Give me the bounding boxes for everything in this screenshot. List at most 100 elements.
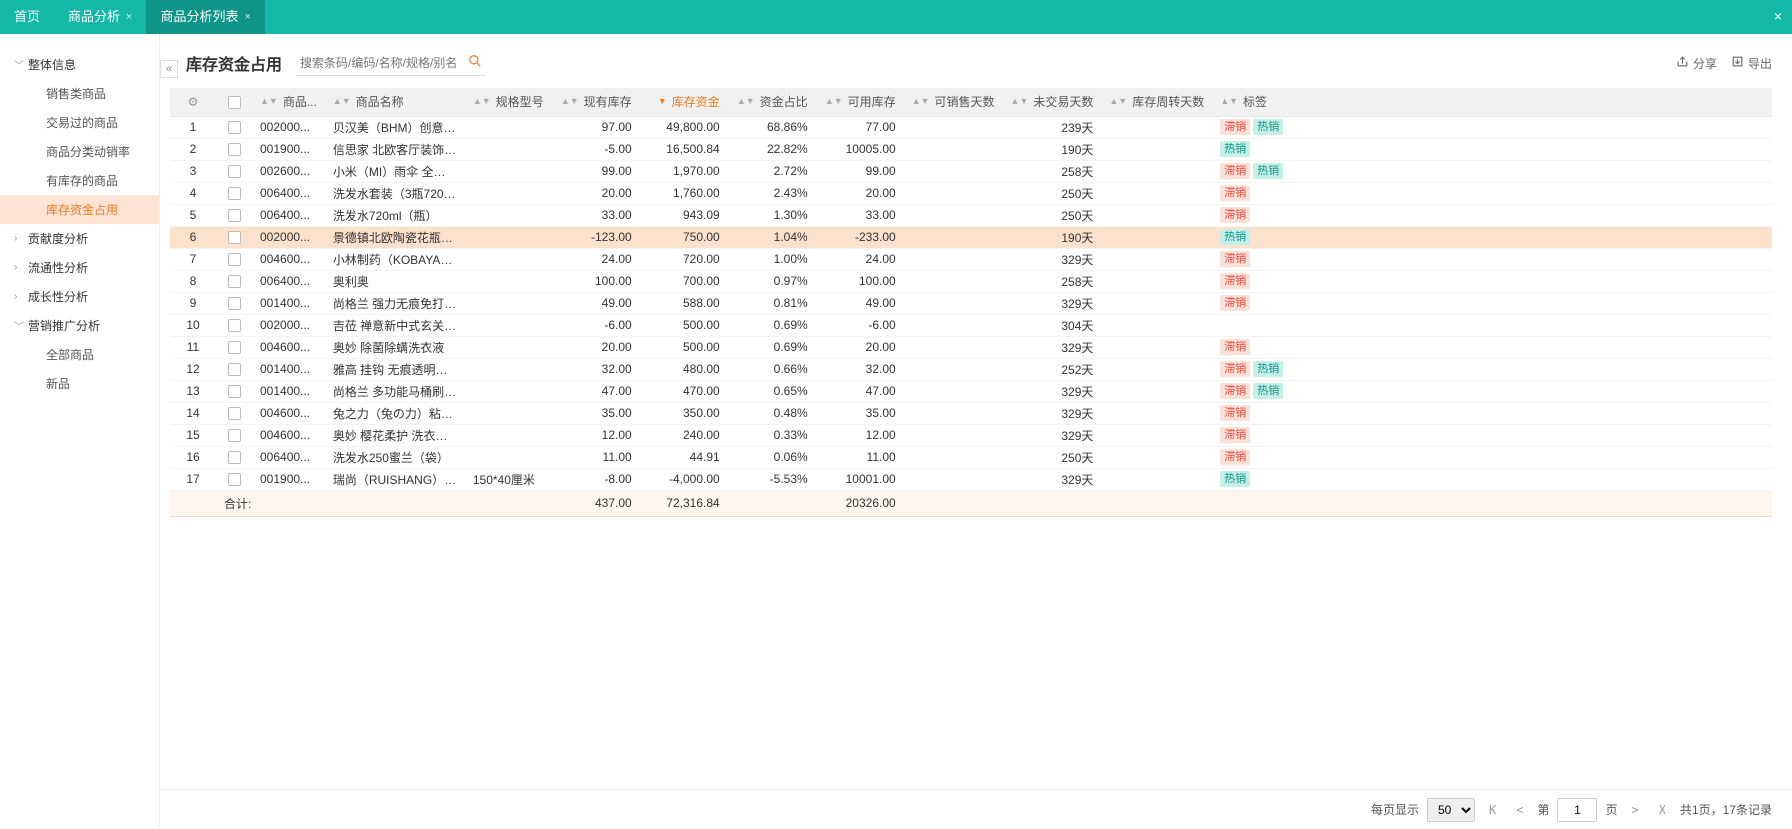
table-row[interactable]: 12001400...雅高 挂钩 无痕透明粘钩 强32.00480.000.66… <box>170 358 1772 380</box>
row-checkbox[interactable] <box>228 143 241 156</box>
table-row[interactable]: 3002600...小米（MI）雨伞 全自动折叠99.001,970.002.7… <box>170 160 1772 182</box>
sidebar-group-1[interactable]: ›贡献度分析 <box>0 224 159 253</box>
cell-name: 兔之力（兔の力）粘毛器粘 <box>325 402 465 424</box>
table-row[interactable]: 11004600...奥妙 除菌除螨洗衣液20.00500.000.69%20.… <box>170 336 1772 358</box>
next-page-button[interactable]: > <box>1626 803 1645 817</box>
table-row[interactable]: 13001400...尚格兰 多功能马桶刷套装 厕47.00470.000.65… <box>170 380 1772 402</box>
table-row[interactable]: 9001400...尚格兰 强力无痕免打孔浴室49.00588.000.81%4… <box>170 292 1772 314</box>
row-index: 10 <box>170 314 216 336</box>
table-row[interactable]: 7004600...小林制药（KOBAYASHI）日24.00720.001.0… <box>170 248 1772 270</box>
row-checkbox[interactable] <box>228 231 241 244</box>
sidebar-group-4[interactable]: ﹀营销推广分析 <box>0 311 159 340</box>
row-checkbox[interactable] <box>228 253 241 266</box>
select-all-checkbox[interactable] <box>228 96 241 109</box>
col-code[interactable]: 商品... <box>283 93 317 110</box>
sidebar-group-label: 成长性分析 <box>28 288 88 305</box>
sidebar-group-0[interactable]: ﹀整体信息 <box>0 50 159 79</box>
cell-notradedays: 329天 <box>1003 380 1102 402</box>
table-row[interactable]: 15004600...奥妙 樱花柔护 洗衣凝珠 1012.00240.000.3… <box>170 424 1772 446</box>
table-row[interactable]: 16006400...洗发水250蜜兰（袋）11.0044.910.06%11.… <box>170 446 1772 468</box>
sidebar-group-2[interactable]: ›流通性分析 <box>0 253 159 282</box>
cell-ratio: 2.43% <box>728 182 816 204</box>
cell-saledays <box>904 314 1003 336</box>
col-saledays[interactable]: 可销售天数 <box>935 93 995 110</box>
cell-notradedays: 239天 <box>1003 116 1102 138</box>
cell-tags: 滞销 <box>1212 248 1332 270</box>
row-checkbox[interactable] <box>228 429 241 442</box>
prev-page-button[interactable]: < <box>1510 803 1529 817</box>
row-index: 9 <box>170 292 216 314</box>
row-checkbox[interactable] <box>228 275 241 288</box>
sidebar-group-3[interactable]: ›成长性分析 <box>0 282 159 311</box>
row-checkbox[interactable] <box>228 165 241 178</box>
col-capital[interactable]: 库存资金 <box>672 93 720 110</box>
col-ratio[interactable]: 资金占比 <box>760 93 808 110</box>
table-row[interactable]: 10002000...吉莅 禅意新中式玄关摆件客-6.00500.000.69%… <box>170 314 1772 336</box>
col-spec[interactable]: 规格型号 <box>496 93 544 110</box>
table-row[interactable]: 17001900...瑞尚（RUISHANG） 卧室Я150*40厘米-8.00… <box>170 468 1772 490</box>
share-icon <box>1676 55 1689 71</box>
search-icon[interactable] <box>468 54 482 71</box>
col-tags[interactable]: 标签 <box>1243 93 1267 110</box>
row-checkbox[interactable] <box>228 473 241 486</box>
search-input[interactable] <box>296 50 486 76</box>
row-checkbox[interactable] <box>228 363 241 376</box>
sidebar-item-0-4[interactable]: 库存资金占用 <box>0 195 159 224</box>
cell-code: 001400... <box>252 358 325 380</box>
table-row[interactable]: 8006400...奥利奥100.00700.000.97%100.00258天… <box>170 270 1772 292</box>
cell-saledays <box>904 424 1003 446</box>
cell-capital: 700.00 <box>640 270 728 292</box>
hot-tag: 热销 <box>1220 141 1250 157</box>
collapse-sidebar-button[interactable]: « <box>160 60 178 78</box>
col-turndays[interactable]: 库存周转天数 <box>1132 93 1204 110</box>
table-row[interactable]: 1002000...贝汉美（BHM）创意北欧洋97.0049,800.0068.… <box>170 116 1772 138</box>
row-checkbox[interactable] <box>228 319 241 332</box>
col-avail[interactable]: 可用库存 <box>848 93 896 110</box>
share-button[interactable]: 分享 <box>1676 55 1717 72</box>
sidebar-item-4-0[interactable]: 全部商品 <box>0 340 159 369</box>
gear-icon[interactable]: ⚙ <box>188 95 199 109</box>
export-button[interactable]: 导出 <box>1731 55 1772 72</box>
sidebar-item-0-3[interactable]: 有库存的商品 <box>0 166 159 195</box>
close-icon[interactable]: × <box>244 0 250 34</box>
page-input[interactable] <box>1557 798 1597 822</box>
row-checkbox[interactable] <box>228 385 241 398</box>
last-page-button[interactable]: X <box>1653 803 1672 817</box>
row-checkbox[interactable] <box>228 407 241 420</box>
cell-avail: 20.00 <box>816 182 904 204</box>
col-name[interactable]: 商品名称 <box>356 93 404 110</box>
close-icon[interactable]: × <box>126 0 132 34</box>
cell-name: 奥妙 除菌除螨洗衣液 <box>325 336 465 358</box>
col-notradedays[interactable]: 未交易天数 <box>1033 93 1093 110</box>
per-page-select[interactable]: 50 <box>1427 798 1475 822</box>
table-row[interactable]: 2001900...信思家 北欧客厅装饰画卧室-5.0016,500.8422.… <box>170 138 1772 160</box>
first-page-button[interactable]: K <box>1483 803 1502 817</box>
col-stock[interactable]: 现有库存 <box>584 93 632 110</box>
table-row[interactable]: 6002000...景德镇北欧陶瓷花瓶摆件 仿-123.00750.001.04… <box>170 226 1772 248</box>
sidebar-item-4-1[interactable]: 新品 <box>0 369 159 398</box>
tab-0[interactable]: 首页 <box>0 0 54 34</box>
tab-2[interactable]: 商品分析列表× <box>146 0 264 34</box>
table-row[interactable]: 14004600...兔之力（兔の力）粘毛器粘35.00350.000.48%3… <box>170 402 1772 424</box>
share-label: 分享 <box>1693 55 1717 72</box>
tab-1[interactable]: 商品分析× <box>54 0 146 34</box>
table-row[interactable]: 5006400...洗发水720ml（瓶）33.00943.091.30%33.… <box>170 204 1772 226</box>
table-row[interactable]: 4006400...洗发水套装（3瓶720ml+1}20.001,760.002… <box>170 182 1772 204</box>
row-checkbox[interactable] <box>228 187 241 200</box>
hot-tag: 热销 <box>1253 383 1283 399</box>
row-checkbox[interactable] <box>228 209 241 222</box>
cell-spec <box>465 424 552 446</box>
cell-name: 洗发水720ml（瓶） <box>325 204 465 226</box>
cell-capital: 49,800.00 <box>640 116 728 138</box>
row-checkbox[interactable] <box>228 297 241 310</box>
close-icon[interactable]: × <box>1774 8 1782 24</box>
sidebar-item-0-1[interactable]: 交易过的商品 <box>0 108 159 137</box>
row-checkbox[interactable] <box>228 121 241 134</box>
chevron-down-icon: ﹀ <box>14 57 24 72</box>
page-title: 库存资金占用 <box>186 51 282 75</box>
row-checkbox[interactable] <box>228 341 241 354</box>
row-checkbox[interactable] <box>228 451 241 464</box>
sidebar-item-0-2[interactable]: 商品分类动销率 <box>0 137 159 166</box>
cell-saledays <box>904 248 1003 270</box>
sidebar-item-0-0[interactable]: 销售类商品 <box>0 79 159 108</box>
